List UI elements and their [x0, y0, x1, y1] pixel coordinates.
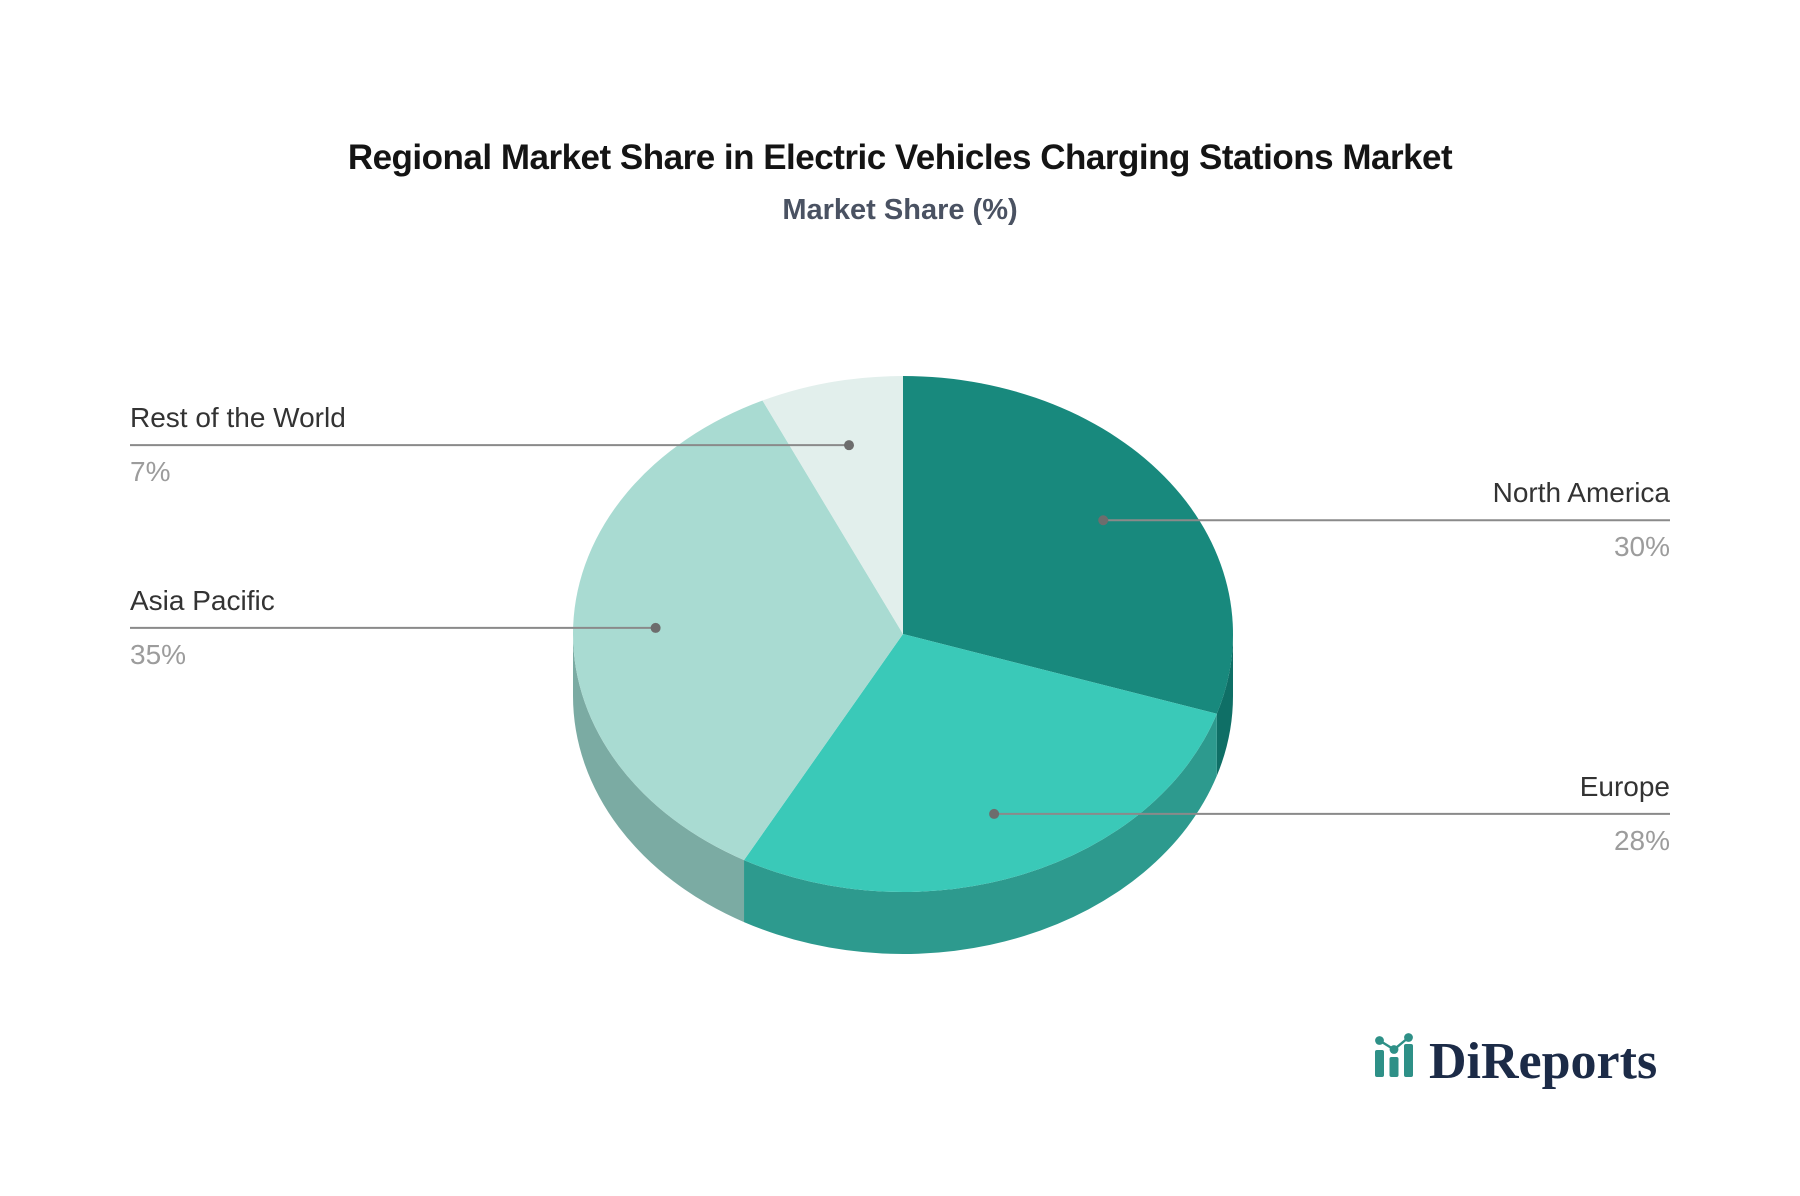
slice-europe[interactable] — [744, 634, 1217, 892]
callout-label-asia-pacific: Asia Pacific — [130, 584, 275, 616]
direports-logo-icon — [1375, 1033, 1413, 1078]
logo-bar-1 — [1375, 1050, 1384, 1078]
chart-subtitle: Market Share (%) — [782, 194, 1018, 226]
callout-label-rest-of-the-world: Rest of the World — [130, 402, 346, 434]
callout-dot-asia-pacific — [650, 622, 661, 633]
callout-north-america: North America 30% — [1110, 476, 1670, 564]
callout-dot-europe — [989, 808, 1000, 819]
callout-dot-north-america — [1098, 515, 1109, 526]
callout-dot-rest-of-the-world — [844, 440, 855, 451]
slice-asia-pacific[interactable] — [573, 400, 903, 861]
callout-rest-of-the-world: Rest of the World 7% — [130, 401, 690, 489]
slice-north-america[interactable] — [903, 376, 1233, 714]
direports-logo-text: DiReports — [1429, 1033, 1658, 1090]
slice-wall-asia-pacific — [573, 634, 745, 923]
callout-pct-north-america: 30% — [1613, 531, 1670, 563]
callout-pct-asia-pacific: 35% — [130, 638, 187, 670]
logo-dot-3 — [1404, 1033, 1413, 1043]
direports-logo: DiReports — [1374, 1033, 1657, 1090]
callout-pct-europe: 28% — [1613, 824, 1670, 856]
callout-label-europe: Europe — [1579, 770, 1670, 802]
chart-title: Regional Market Share in Electric Vehicl… — [347, 138, 1453, 177]
callout-pct-rest-of-the-world: 7% — [130, 456, 171, 488]
logo-bar-2 — [1389, 1057, 1399, 1078]
callout-asia-pacific: Asia Pacific 35% — [130, 584, 690, 672]
callout-label-north-america: North America — [1492, 477, 1670, 509]
callout-europe: Europe 28% — [1110, 770, 1670, 858]
slice-wall-north-america — [1216, 634, 1233, 776]
logo-bar-3 — [1404, 1044, 1413, 1078]
logo-dot-2 — [1389, 1045, 1399, 1055]
slice-wall-europe — [744, 713, 1217, 954]
slice-rest-of-the-world[interactable] — [762, 376, 903, 634]
logo-dot-1 — [1375, 1036, 1384, 1046]
